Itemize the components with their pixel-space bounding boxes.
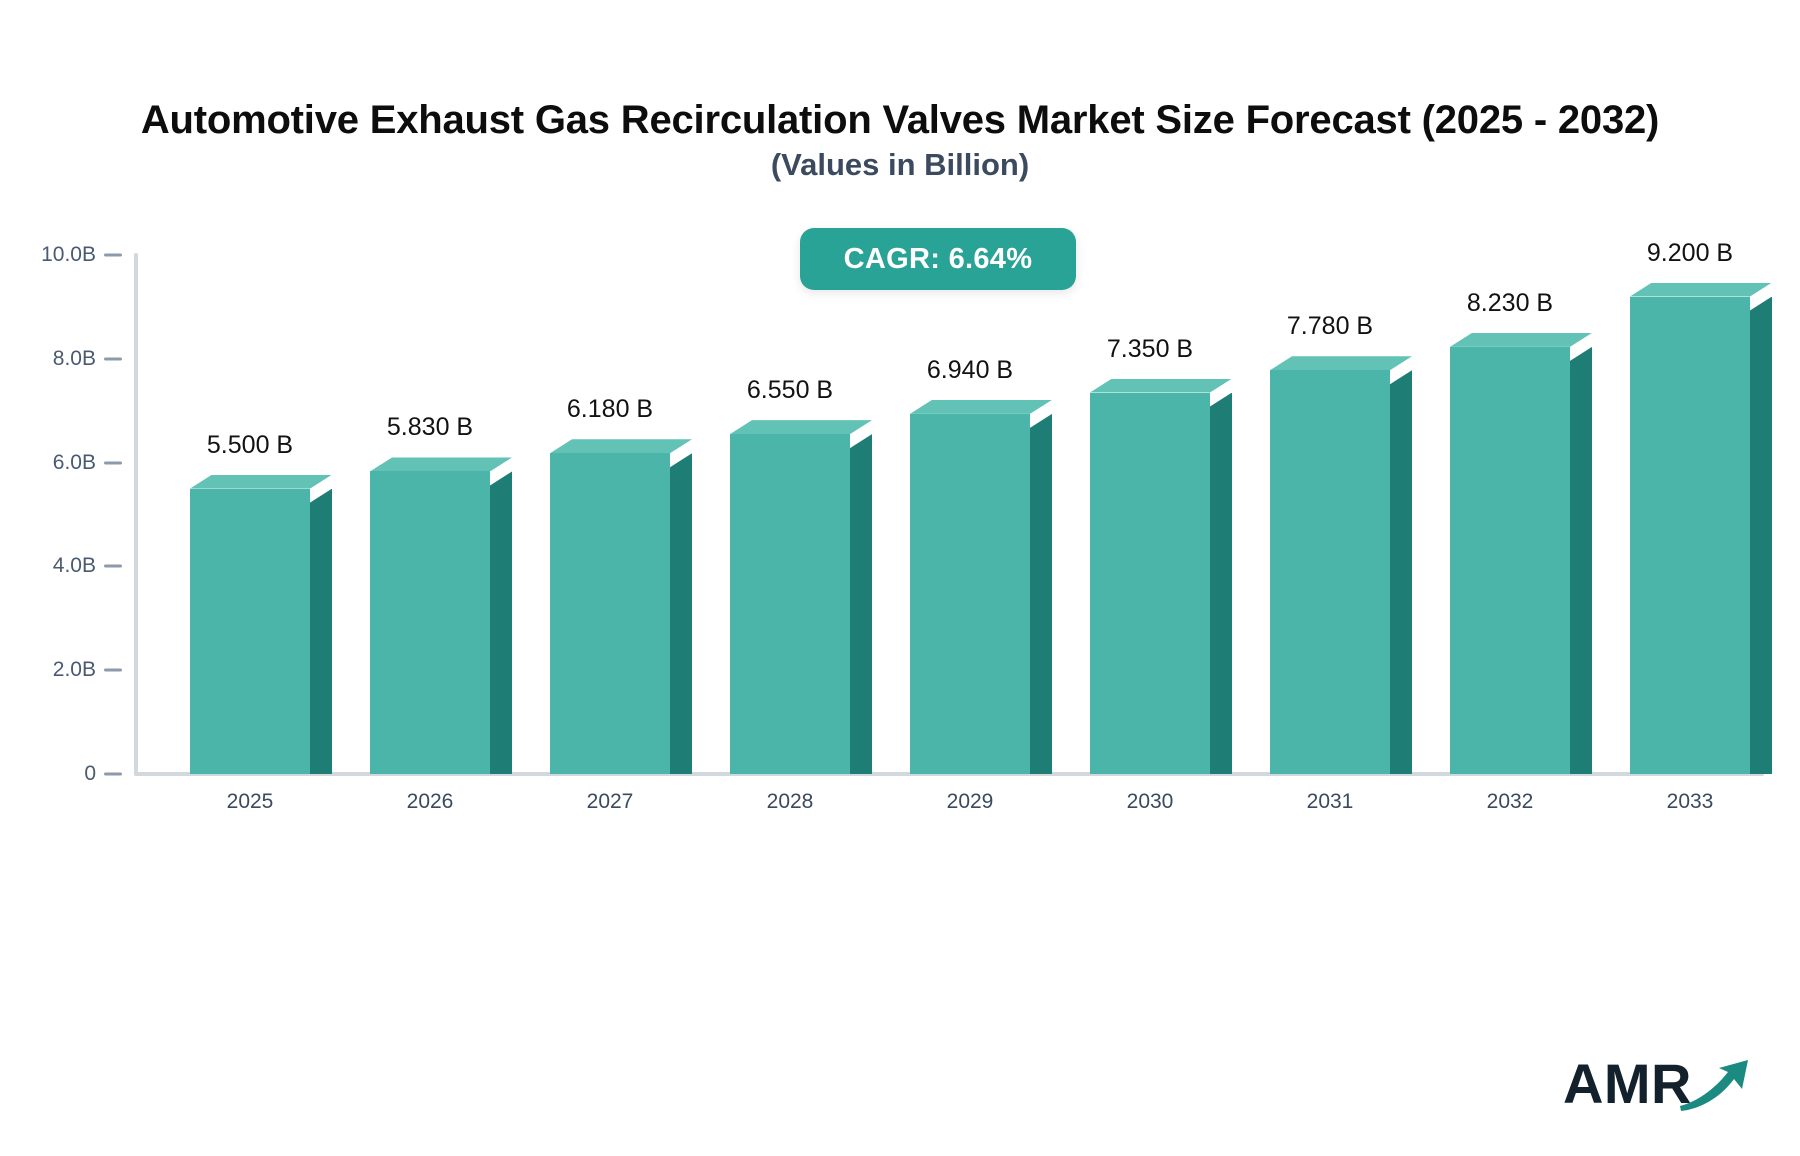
bar[interactable]: 9.200 B bbox=[1630, 239, 1772, 774]
bar-value-label: 5.830 B bbox=[386, 413, 474, 442]
cagr-badge: CAGR: 6.64% bbox=[800, 228, 1076, 290]
bar-top-face bbox=[1270, 356, 1412, 370]
bar-top-face bbox=[1630, 283, 1772, 297]
x-axis-tick-label: 2031 bbox=[1306, 790, 1354, 813]
bar-front-face bbox=[1090, 392, 1210, 774]
x-axis-tick-label: 2033 bbox=[1666, 790, 1714, 813]
bar-value-label: 6.940 B bbox=[926, 355, 1014, 384]
bar[interactable]: 6.940 B bbox=[910, 356, 1052, 774]
bar-side-face bbox=[1570, 346, 1592, 774]
bar-front-face bbox=[190, 488, 310, 774]
bar-side-face bbox=[1390, 370, 1412, 774]
bar-side-face bbox=[1750, 296, 1772, 774]
y-axis-tick-label: 0 bbox=[84, 762, 96, 785]
bar-top-face bbox=[730, 420, 872, 434]
y-axis-tick-mark bbox=[104, 357, 122, 361]
y-axis-tick-mark bbox=[104, 253, 122, 257]
bar-value-label: 7.350 B bbox=[1106, 334, 1194, 363]
x-axis-tick-label: 2030 bbox=[1126, 790, 1174, 813]
bar-front-face bbox=[370, 471, 490, 774]
bar-side-face bbox=[1030, 413, 1052, 774]
y-axis-line bbox=[134, 253, 138, 776]
bar-top-face bbox=[1090, 379, 1232, 393]
bar[interactable]: 8.230 B bbox=[1450, 289, 1592, 774]
bar-side-face bbox=[1210, 392, 1232, 774]
bar-top-face bbox=[910, 400, 1052, 414]
bar-side-face bbox=[850, 434, 872, 774]
y-axis-tick-label: 6.0B bbox=[52, 450, 96, 474]
y-axis-tick-mark bbox=[104, 668, 122, 672]
bar-value-label: 9.200 B bbox=[1646, 238, 1734, 267]
bar-top-face bbox=[550, 439, 692, 453]
growth-arrow-icon bbox=[1678, 1056, 1752, 1119]
bar-side-face bbox=[490, 471, 512, 774]
bar-front-face bbox=[910, 413, 1030, 774]
x-axis-tick-label: 2025 bbox=[226, 790, 274, 813]
bar-value-label: 5.500 B bbox=[206, 430, 294, 459]
bar-front-face bbox=[550, 453, 670, 774]
bar[interactable]: 5.500 B bbox=[190, 431, 332, 774]
y-axis-tick-label: 10.0B bbox=[41, 243, 96, 266]
bar-value-label: 8.230 B bbox=[1466, 288, 1554, 317]
bar-value-label: 6.180 B bbox=[566, 395, 654, 424]
y-axis-tick-label: 2.0B bbox=[52, 658, 96, 682]
bar-side-face bbox=[310, 488, 332, 774]
bar-side-face bbox=[670, 453, 692, 774]
x-axis-line bbox=[134, 772, 1764, 776]
bar-value-label: 6.550 B bbox=[746, 376, 834, 405]
y-axis-tick-label: 8.0B bbox=[52, 346, 96, 370]
x-axis-tick-label: 2032 bbox=[1486, 790, 1534, 813]
plot-area: 10.0B 8.0B 6.0B 4.0B 2.0B 0 5.500 B 5.830 B 6.1… bbox=[41, 239, 1772, 785]
y-axis-tick-mark bbox=[104, 772, 122, 776]
bar[interactable]: 6.180 B bbox=[550, 395, 692, 774]
y-axis-tick-mark bbox=[104, 461, 122, 465]
x-axis-tick-label: 2029 bbox=[946, 790, 994, 813]
bar-value-label: 7.780 B bbox=[1286, 312, 1374, 341]
bar[interactable]: 6.550 B bbox=[730, 376, 872, 774]
x-axis-tick-label: 2028 bbox=[766, 790, 814, 813]
page-title: Automotive Exhaust Gas Recirculation Val… bbox=[140, 98, 1660, 142]
bar[interactable]: 7.350 B bbox=[1090, 335, 1232, 774]
bar-top-face bbox=[190, 475, 332, 489]
amr-logo: AMR bbox=[1563, 1044, 1752, 1124]
x-axis-tick-label: 2027 bbox=[586, 790, 634, 813]
logo-text: AMR bbox=[1562, 1052, 1692, 1115]
y-axis-tick-mark bbox=[104, 564, 122, 568]
bar-top-face bbox=[370, 457, 512, 471]
bar[interactable]: 7.780 B bbox=[1270, 312, 1412, 774]
y-axis-tick-label: 4.0B bbox=[52, 554, 96, 578]
bar-front-face bbox=[1630, 296, 1750, 774]
bar-front-face bbox=[1270, 370, 1390, 774]
bar[interactable]: 5.830 B bbox=[370, 413, 512, 774]
bar-front-face bbox=[730, 434, 850, 774]
x-axis-tick-label: 2026 bbox=[406, 790, 454, 813]
chart-subtitle: (Values in Billion) bbox=[770, 147, 1030, 182]
bar-top-face bbox=[1450, 333, 1592, 347]
bar-front-face bbox=[1450, 346, 1570, 774]
